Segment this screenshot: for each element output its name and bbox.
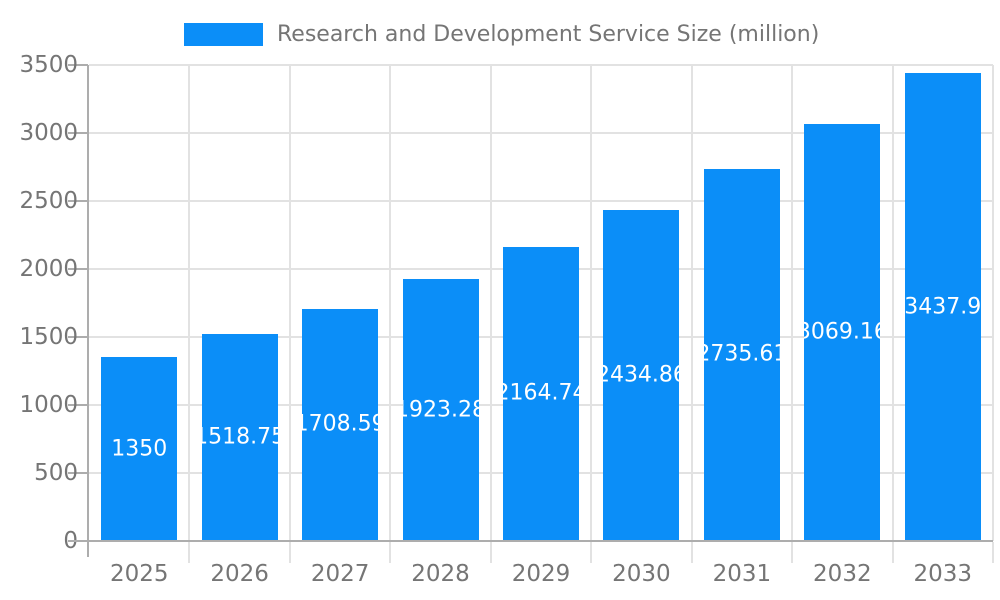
bar-value-label: 1708.59 xyxy=(302,411,378,437)
x-tick-label: 2033 xyxy=(913,561,973,587)
x-tick-label: 2025 xyxy=(109,561,169,587)
v-gridline xyxy=(389,65,392,541)
x-tick xyxy=(791,542,794,563)
v-gridline xyxy=(288,65,291,541)
bar: 1923.28 xyxy=(402,279,479,540)
x-tick xyxy=(690,542,693,563)
y-tick xyxy=(68,472,88,474)
y-tick-label: 2500 xyxy=(19,188,78,214)
bar: 3437.9 xyxy=(904,73,981,540)
x-tick xyxy=(389,542,392,563)
y-tick-label: 500 xyxy=(34,460,78,486)
legend-label: Research and Development Service Size (m… xyxy=(277,22,820,47)
bar-value-label: 1518.75 xyxy=(202,424,278,450)
v-gridline xyxy=(690,65,693,541)
legend: Research and Development Service Size (m… xyxy=(0,0,1000,56)
y-tick-label: 3000 xyxy=(19,120,78,146)
bar-value-label: 1923.28 xyxy=(403,397,479,423)
y-tick xyxy=(68,268,88,270)
y-tick-label: 1500 xyxy=(19,324,78,350)
bar-value-label: 2434.86 xyxy=(603,362,679,388)
x-tick xyxy=(992,542,994,563)
v-gridline xyxy=(992,65,994,541)
h-gridline xyxy=(89,132,993,134)
x-tick xyxy=(891,542,894,563)
y-tick-label: 1000 xyxy=(19,392,78,418)
bar: 2434.86 xyxy=(603,209,680,540)
x-tick-label: 2031 xyxy=(712,561,772,587)
bar-value-label: 2164.74 xyxy=(503,380,579,406)
x-tick-label: 2028 xyxy=(411,561,470,587)
legend-swatch xyxy=(184,23,263,46)
bar: 2735.61 xyxy=(703,168,780,540)
bar-value-label: 3069.16 xyxy=(804,319,880,345)
v-gridline xyxy=(188,65,191,541)
x-tick xyxy=(288,542,291,563)
v-gridline xyxy=(791,65,794,541)
y-tick xyxy=(68,404,88,406)
x-tick xyxy=(590,542,593,563)
bar: 1350 xyxy=(101,357,178,540)
y-tick xyxy=(68,200,88,202)
bar: 2164.74 xyxy=(503,246,579,540)
y-tick xyxy=(68,64,88,66)
x-tick-label: 2027 xyxy=(310,561,370,587)
x-tick xyxy=(188,542,191,563)
x-tick-label: 2029 xyxy=(511,561,571,587)
v-gridline xyxy=(891,65,894,541)
bar: 1708.59 xyxy=(302,308,379,540)
x-axis-line xyxy=(68,540,993,542)
y-tick-label: 3500 xyxy=(19,52,78,78)
bar: 1518.75 xyxy=(201,334,278,540)
x-tick xyxy=(489,542,492,563)
bar-value-label: 3437.9 xyxy=(904,294,981,320)
h-gridline xyxy=(89,64,993,66)
y-tick xyxy=(68,336,88,338)
v-gridline xyxy=(590,65,593,541)
x-tick-label: 2026 xyxy=(210,561,269,587)
bar: 3069.16 xyxy=(804,123,881,540)
y-tick xyxy=(68,132,88,134)
v-gridline xyxy=(489,65,492,541)
bar-value-label: 1350 xyxy=(111,436,168,462)
h-gridline xyxy=(89,200,993,202)
x-tick-label: 2030 xyxy=(612,561,671,587)
y-tick-label: 2000 xyxy=(19,256,78,282)
x-tick-label: 2032 xyxy=(813,561,872,587)
bar-value-label: 2735.61 xyxy=(704,341,780,367)
y-axis-line xyxy=(87,65,89,557)
